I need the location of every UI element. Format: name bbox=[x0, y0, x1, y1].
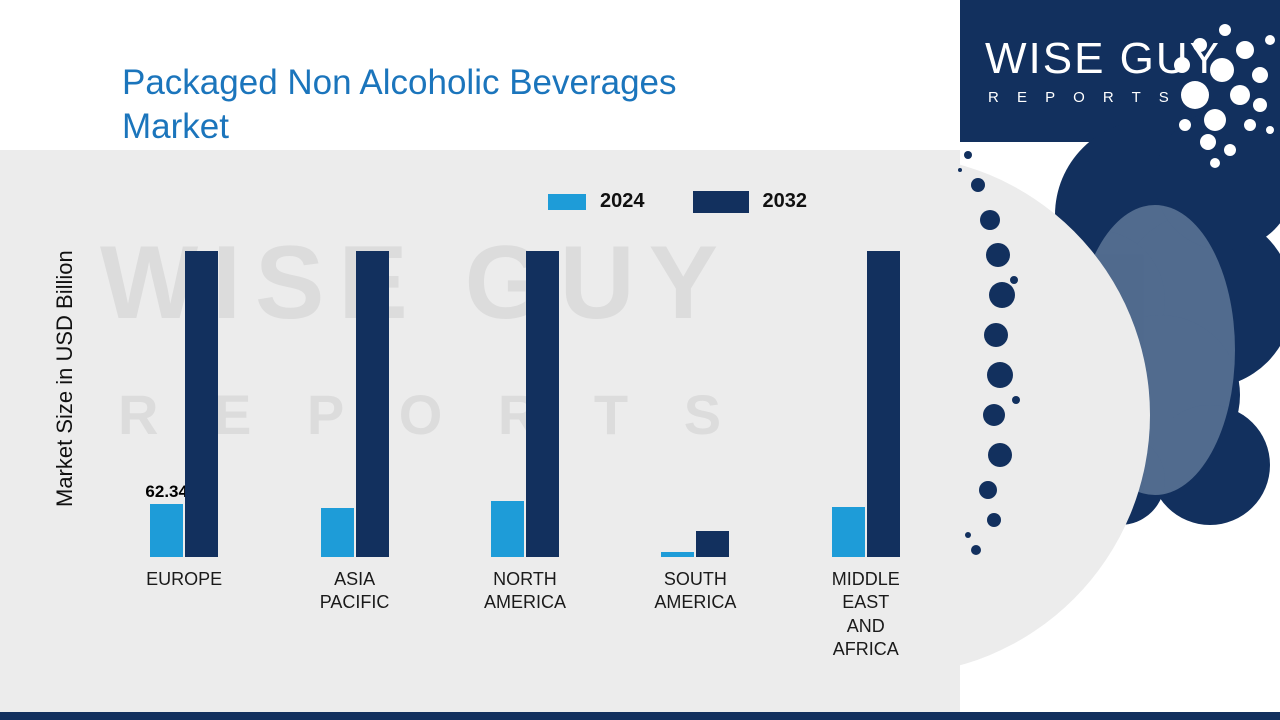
bar-group: ASIA PACIFIC bbox=[269, 251, 439, 662]
bar-2032-asia-pacific bbox=[355, 251, 389, 557]
bar-2024-europe: 62.34 bbox=[145, 482, 188, 557]
navy-dots-decoration bbox=[958, 151, 1020, 555]
legend-swatch-2024 bbox=[548, 193, 586, 210]
bar-2024-asia-pacific bbox=[320, 508, 354, 557]
legend-swatch-2032 bbox=[692, 190, 749, 213]
bar-2024-south-america bbox=[661, 552, 695, 557]
category-label: EUROPE bbox=[146, 569, 223, 589]
bar-pair bbox=[831, 251, 900, 557]
legend-item-2032: 2032 bbox=[692, 190, 808, 213]
bar-groups: 62.34 EUROPE ASIA PACIFIC NORTH AMERICA SOUT… bbox=[99, 251, 951, 662]
bottom-accent-strip bbox=[0, 712, 1280, 720]
legend-label-2032: 2032 bbox=[762, 190, 808, 212]
bar-group: 62.34 EUROPE bbox=[99, 251, 269, 662]
bar-2032-north-america bbox=[525, 251, 559, 557]
bar-group: NORTH AMERICA bbox=[440, 251, 610, 662]
brand-logo: WISE GUY R E P O R T S bbox=[985, 34, 1222, 107]
legend-item-2024: 2024 bbox=[548, 190, 645, 213]
bar-pair: 62.34 bbox=[145, 251, 219, 557]
y-axis-label: Market Size in USD Billion bbox=[52, 250, 77, 508]
bar-2032-middle-east-and-africa bbox=[866, 251, 900, 557]
legend-label-2024: 2024 bbox=[600, 190, 645, 212]
brand-graphic bbox=[960, 0, 1280, 525]
logo-wordmark: WISE GUY bbox=[985, 34, 1222, 83]
bar-2032-europe bbox=[185, 251, 219, 557]
bar-2032-south-america bbox=[696, 531, 730, 557]
bar-pair bbox=[320, 251, 389, 557]
bar-value-label: 62.34 bbox=[145, 482, 188, 501]
bar-2024-middle-east-and-africa bbox=[831, 507, 865, 557]
bar-pair bbox=[490, 251, 559, 557]
logo-dot-head-icon bbox=[1174, 24, 1275, 168]
category-label: ASIA PACIFIC bbox=[319, 569, 390, 613]
bar-pair bbox=[661, 251, 730, 557]
category-label: MIDDLE EAST AND AFRICA bbox=[831, 569, 900, 660]
chart-legend: 2024 2032 bbox=[548, 190, 807, 213]
category-label: SOUTH AMERICA bbox=[654, 569, 737, 613]
category-label: NORTH AMERICA bbox=[483, 569, 566, 613]
bar-group: MIDDLE EAST AND AFRICA bbox=[781, 251, 951, 662]
bar-2024-north-america bbox=[490, 501, 524, 557]
bar-group: SOUTH AMERICA bbox=[610, 251, 780, 662]
logo-subtitle: R E P O R T S bbox=[988, 89, 1176, 107]
page-title: Packaged Non Alcoholic Beverages Market bbox=[122, 63, 677, 147]
